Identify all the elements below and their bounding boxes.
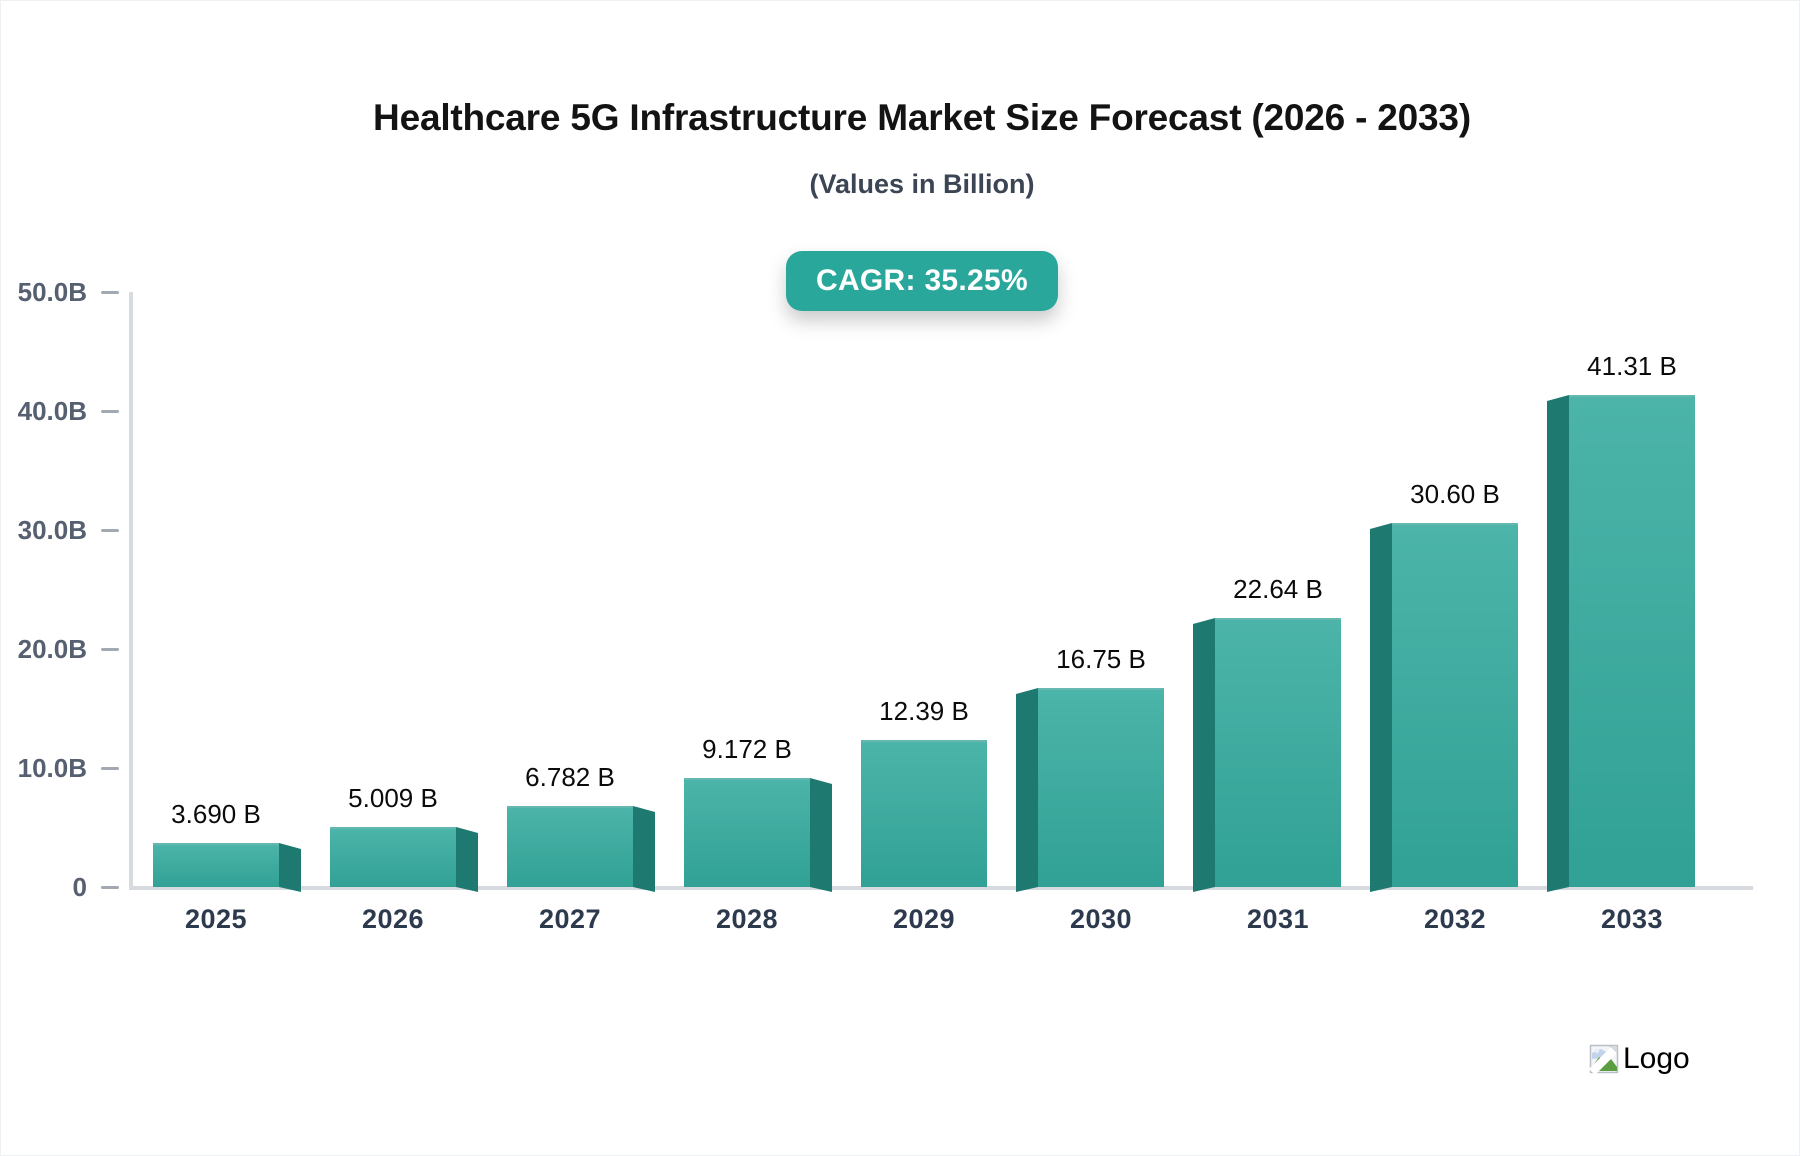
x-axis-category-label: 2027 bbox=[538, 904, 602, 934]
y-axis-tick-label: 10.0B bbox=[17, 753, 87, 783]
x-axis-category-label: 2033 bbox=[1600, 904, 1664, 934]
x-axis-category-label: 2031 bbox=[1246, 904, 1310, 934]
bar-face bbox=[861, 740, 987, 887]
bar-side-face bbox=[279, 843, 301, 892]
cagr-badge: CAGR: 35.25% bbox=[785, 251, 1058, 311]
bar-face bbox=[330, 827, 456, 887]
bar-face bbox=[1392, 523, 1518, 887]
y-axis-tick-mark bbox=[101, 290, 119, 294]
bar-value-label: 3.690 B bbox=[171, 799, 261, 829]
bar-side-face bbox=[456, 827, 478, 892]
x-axis-category-label: 2025 bbox=[184, 904, 248, 934]
bar-value-label: 41.31 B bbox=[1587, 351, 1677, 381]
bar-value-label: 9.172 B bbox=[702, 734, 792, 764]
y-axis-tick-label: 30.0B bbox=[17, 515, 87, 545]
bar-value-label: 30.60 B bbox=[1410, 479, 1500, 509]
bar-side-face bbox=[1370, 523, 1392, 892]
bar-value-label: 5.009 B bbox=[348, 783, 438, 813]
x-axis-category-label: 2032 bbox=[1423, 904, 1487, 934]
logo: Logo bbox=[1587, 1041, 1690, 1077]
bar-value-label: 16.75 B bbox=[1056, 644, 1146, 674]
y-axis-tick-label: 0 bbox=[72, 872, 87, 902]
logo-text: Logo bbox=[1623, 1042, 1690, 1075]
bar-face bbox=[684, 778, 810, 887]
bar-face bbox=[507, 806, 633, 887]
bar-side-face bbox=[1547, 395, 1569, 892]
y-axis-tick-mark bbox=[101, 409, 119, 413]
y-axis-tick-label: 20.0B bbox=[17, 634, 87, 664]
chart-subtitle: (Values in Billion) bbox=[809, 169, 1035, 199]
bar-side-face bbox=[633, 806, 655, 892]
x-axis-category-label: 2028 bbox=[715, 904, 779, 934]
y-axis-tick-label: 50.0B bbox=[17, 277, 87, 307]
cagr-badge-row: CAGR: 35.25% bbox=[47, 251, 1797, 311]
bar-side-face bbox=[1193, 618, 1215, 892]
bar-value-label: 6.782 B bbox=[525, 762, 615, 792]
bar-value-label: 12.39 B bbox=[879, 696, 969, 726]
y-axis-tick-mark bbox=[101, 885, 119, 889]
bar-side-face bbox=[1016, 688, 1038, 892]
bar-face bbox=[1038, 688, 1164, 887]
y-axis-tick-mark bbox=[101, 647, 119, 651]
y-axis-tick-mark bbox=[101, 766, 119, 770]
x-axis-category-label: 2030 bbox=[1069, 904, 1133, 934]
x-axis-category-label: 2029 bbox=[892, 904, 956, 934]
x-axis-category-label: 2026 bbox=[361, 904, 425, 934]
bar-value-label: 22.64 B bbox=[1233, 574, 1323, 604]
bar-face bbox=[1569, 395, 1695, 887]
bar-face bbox=[153, 843, 279, 887]
chart-title: Healthcare 5G Infrastructure Market Size… bbox=[373, 97, 1471, 138]
y-axis-tick-mark bbox=[101, 528, 119, 532]
bar-face bbox=[1215, 618, 1341, 887]
x-axis-line bbox=[129, 886, 1753, 890]
y-axis-line bbox=[129, 292, 133, 887]
y-axis-tick-label: 40.0B bbox=[17, 396, 87, 426]
bar-side-face bbox=[810, 778, 832, 892]
broken-image-icon bbox=[1589, 1044, 1619, 1075]
